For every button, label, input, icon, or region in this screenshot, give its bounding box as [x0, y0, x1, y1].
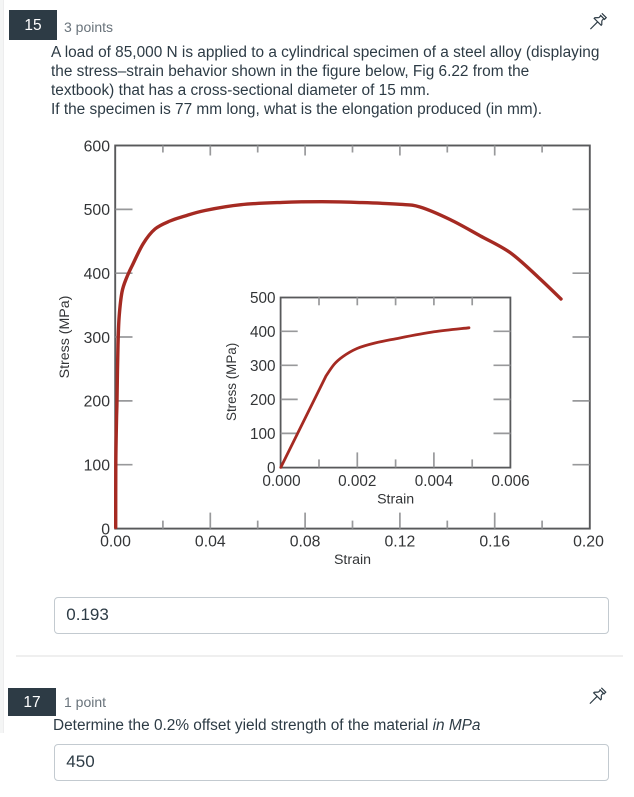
svg-text:0.12: 0.12: [385, 534, 416, 551]
svg-text:Strain: Strain: [334, 552, 371, 568]
svg-text:100: 100: [250, 426, 276, 443]
svg-text:300: 300: [250, 358, 276, 375]
svg-text:0.000: 0.000: [262, 473, 300, 490]
svg-text:0.20: 0.20: [573, 534, 604, 551]
svg-text:0.16: 0.16: [479, 534, 510, 551]
svg-text:400: 400: [250, 324, 276, 341]
svg-text:Strain: Strain: [377, 492, 414, 508]
svg-text:Stress (MPa): Stress (MPa): [57, 296, 73, 379]
svg-text:200: 200: [250, 392, 276, 409]
svg-text:0.006: 0.006: [491, 473, 529, 490]
svg-text:0: 0: [101, 521, 110, 538]
svg-text:0.00: 0.00: [100, 534, 131, 551]
svg-text:0.002: 0.002: [338, 473, 376, 490]
svg-text:500: 500: [250, 290, 276, 307]
svg-text:0: 0: [267, 460, 276, 477]
svg-text:100: 100: [84, 458, 111, 475]
svg-text:300: 300: [84, 330, 111, 347]
svg-text:0.04: 0.04: [195, 534, 226, 551]
svg-text:0.08: 0.08: [290, 534, 321, 551]
svg-text:500: 500: [84, 202, 111, 219]
svg-text:400: 400: [84, 266, 111, 283]
svg-text:200: 200: [84, 394, 111, 411]
svg-text:0.004: 0.004: [415, 473, 454, 490]
svg-text:Stress (MPa): Stress (MPa): [224, 343, 239, 421]
svg-text:600: 600: [84, 138, 111, 155]
